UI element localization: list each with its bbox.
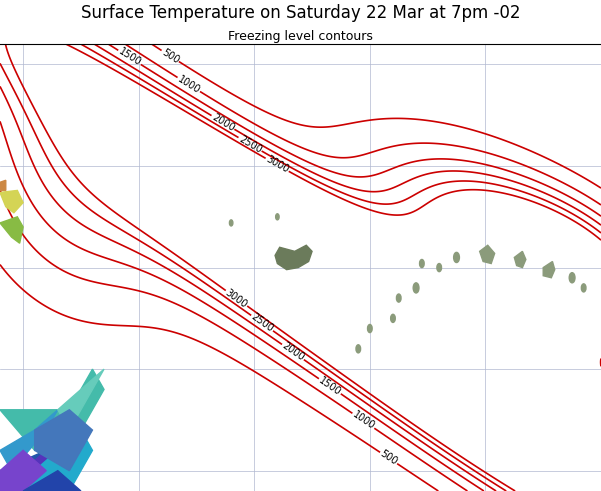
Text: 3000: 3000 bbox=[264, 155, 290, 175]
Circle shape bbox=[368, 325, 372, 332]
Text: Freezing level contours: Freezing level contours bbox=[228, 30, 373, 43]
Polygon shape bbox=[480, 245, 495, 264]
Polygon shape bbox=[275, 245, 312, 270]
Circle shape bbox=[413, 283, 419, 293]
Text: 3000: 3000 bbox=[224, 287, 249, 309]
Text: 500: 500 bbox=[160, 47, 181, 65]
Text: 1000: 1000 bbox=[350, 410, 376, 432]
Polygon shape bbox=[0, 430, 69, 491]
Circle shape bbox=[356, 345, 361, 353]
Text: 1500: 1500 bbox=[317, 375, 343, 397]
Polygon shape bbox=[0, 450, 58, 491]
Text: 2000: 2000 bbox=[280, 341, 306, 363]
Circle shape bbox=[276, 214, 279, 220]
Text: Surface Temperature on Saturday 22 Mar at 7pm -02: Surface Temperature on Saturday 22 Mar a… bbox=[81, 4, 520, 22]
Polygon shape bbox=[0, 180, 6, 191]
Polygon shape bbox=[514, 251, 526, 268]
Polygon shape bbox=[0, 191, 23, 213]
Text: 2500: 2500 bbox=[237, 134, 263, 155]
Polygon shape bbox=[543, 262, 555, 278]
Polygon shape bbox=[35, 410, 93, 471]
Circle shape bbox=[397, 294, 401, 302]
Polygon shape bbox=[23, 430, 93, 491]
Circle shape bbox=[569, 273, 575, 283]
Polygon shape bbox=[0, 410, 58, 471]
Polygon shape bbox=[58, 369, 104, 430]
Circle shape bbox=[419, 259, 424, 268]
Text: 1500: 1500 bbox=[117, 47, 142, 68]
Text: 2000: 2000 bbox=[210, 112, 236, 133]
Text: 500: 500 bbox=[378, 449, 399, 467]
Circle shape bbox=[437, 264, 442, 272]
Polygon shape bbox=[0, 369, 104, 450]
Polygon shape bbox=[0, 217, 23, 243]
Circle shape bbox=[581, 284, 586, 292]
Polygon shape bbox=[0, 450, 46, 491]
Circle shape bbox=[230, 220, 233, 226]
Text: 2500: 2500 bbox=[249, 312, 275, 334]
Circle shape bbox=[454, 252, 459, 263]
Text: 1000: 1000 bbox=[175, 74, 202, 95]
Polygon shape bbox=[23, 471, 81, 491]
Circle shape bbox=[391, 314, 395, 323]
